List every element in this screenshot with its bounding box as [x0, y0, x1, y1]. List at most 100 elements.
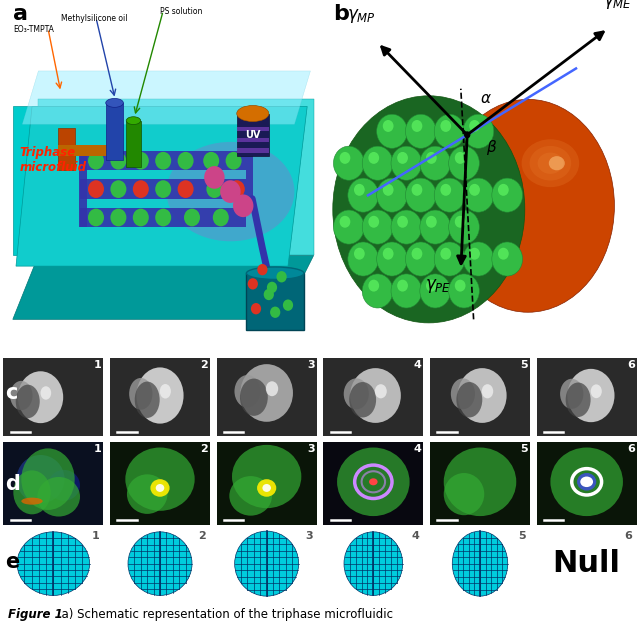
Circle shape: [369, 479, 378, 485]
Circle shape: [204, 166, 225, 189]
Text: b: b: [333, 4, 349, 23]
Ellipse shape: [232, 445, 301, 508]
Text: 1: 1: [93, 360, 101, 370]
Polygon shape: [13, 106, 282, 256]
Text: $\alpha$: $\alpha$: [480, 92, 492, 106]
Ellipse shape: [17, 455, 65, 504]
Ellipse shape: [16, 385, 40, 418]
Circle shape: [110, 180, 127, 198]
Circle shape: [449, 210, 479, 244]
Circle shape: [340, 216, 350, 228]
Ellipse shape: [21, 448, 75, 510]
Text: 5: 5: [520, 444, 528, 454]
Ellipse shape: [18, 371, 63, 423]
Circle shape: [449, 146, 479, 180]
Circle shape: [133, 180, 149, 198]
Circle shape: [369, 216, 379, 228]
FancyBboxPatch shape: [246, 151, 253, 198]
Circle shape: [276, 271, 287, 283]
Ellipse shape: [257, 479, 276, 497]
Ellipse shape: [550, 448, 623, 516]
Circle shape: [492, 178, 522, 212]
Circle shape: [498, 247, 509, 259]
Circle shape: [469, 184, 480, 196]
Text: 4: 4: [412, 531, 419, 541]
Polygon shape: [38, 99, 314, 256]
Circle shape: [267, 282, 277, 293]
Circle shape: [420, 210, 451, 244]
Circle shape: [383, 247, 394, 259]
Circle shape: [88, 180, 104, 198]
Ellipse shape: [126, 117, 141, 124]
Text: d: d: [5, 474, 20, 494]
Text: EO₃-TMPTA: EO₃-TMPTA: [13, 25, 54, 34]
Circle shape: [426, 216, 436, 228]
Ellipse shape: [567, 369, 614, 422]
Text: 2: 2: [200, 360, 208, 370]
Circle shape: [229, 180, 245, 198]
Circle shape: [406, 114, 436, 148]
Circle shape: [449, 274, 479, 308]
Ellipse shape: [560, 379, 584, 409]
Circle shape: [426, 152, 436, 164]
FancyBboxPatch shape: [58, 127, 76, 170]
Text: Triphase
microfluid: Triphase microfluid: [19, 146, 86, 174]
Circle shape: [463, 114, 494, 148]
Polygon shape: [13, 256, 314, 319]
Ellipse shape: [128, 532, 192, 595]
Circle shape: [426, 279, 436, 291]
FancyBboxPatch shape: [536, 358, 637, 436]
Ellipse shape: [350, 368, 401, 423]
Circle shape: [412, 247, 422, 259]
Circle shape: [212, 208, 229, 226]
Circle shape: [580, 477, 593, 487]
Ellipse shape: [538, 153, 563, 174]
Circle shape: [376, 114, 408, 148]
Ellipse shape: [136, 367, 184, 424]
FancyBboxPatch shape: [3, 358, 104, 436]
Ellipse shape: [21, 497, 43, 505]
Circle shape: [383, 120, 394, 132]
Circle shape: [369, 279, 379, 291]
Ellipse shape: [337, 448, 410, 516]
Circle shape: [397, 279, 408, 291]
Ellipse shape: [241, 364, 293, 422]
Circle shape: [469, 247, 480, 259]
Circle shape: [412, 120, 422, 132]
Text: e: e: [5, 552, 20, 572]
Ellipse shape: [451, 378, 475, 409]
Ellipse shape: [40, 386, 51, 399]
Circle shape: [420, 274, 451, 308]
Ellipse shape: [235, 531, 299, 596]
Circle shape: [348, 178, 379, 212]
Ellipse shape: [266, 381, 278, 396]
Text: 4: 4: [413, 444, 421, 454]
Circle shape: [463, 178, 494, 212]
Circle shape: [233, 195, 253, 217]
Ellipse shape: [229, 476, 272, 516]
Circle shape: [264, 289, 274, 300]
Circle shape: [248, 278, 258, 290]
Polygon shape: [22, 71, 310, 124]
Ellipse shape: [17, 532, 90, 595]
Ellipse shape: [444, 448, 516, 516]
Text: 6: 6: [625, 531, 632, 541]
Text: 3: 3: [305, 531, 312, 541]
Text: $\beta$: $\beta$: [486, 138, 498, 158]
Circle shape: [333, 146, 364, 180]
FancyBboxPatch shape: [246, 273, 304, 330]
Ellipse shape: [333, 96, 525, 323]
Ellipse shape: [156, 484, 164, 492]
Circle shape: [206, 180, 223, 198]
Text: Methylsilicone oil: Methylsilicone oil: [61, 14, 127, 23]
FancyBboxPatch shape: [536, 442, 637, 525]
Ellipse shape: [129, 378, 152, 409]
Ellipse shape: [13, 470, 51, 514]
FancyBboxPatch shape: [110, 358, 210, 436]
Ellipse shape: [375, 384, 387, 398]
Text: 3: 3: [307, 444, 315, 454]
Ellipse shape: [344, 378, 369, 409]
Circle shape: [469, 120, 480, 132]
FancyBboxPatch shape: [80, 208, 246, 227]
FancyBboxPatch shape: [106, 103, 123, 160]
